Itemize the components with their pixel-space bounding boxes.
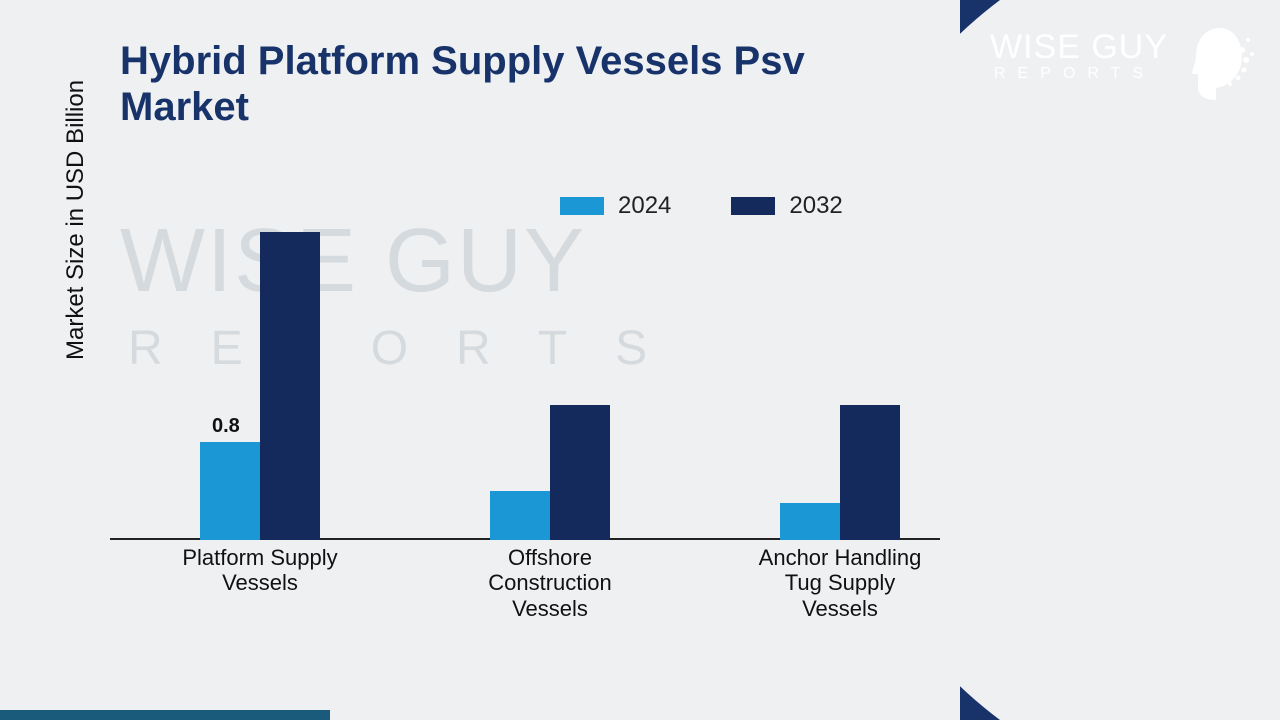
legend-swatch-2032 <box>731 197 775 215</box>
legend: 2024 2032 <box>560 192 843 220</box>
y-axis-label: Market Size in USD Billion <box>62 80 90 360</box>
legend-item-2024: 2024 <box>560 192 671 220</box>
bar-series_2024 <box>490 491 550 540</box>
bar-series_2032 <box>840 405 900 540</box>
bar-group: 0.8 <box>200 232 320 540</box>
brand-head-icon <box>1186 24 1256 104</box>
bar-group <box>490 405 610 540</box>
legend-label-2024: 2024 <box>618 192 671 220</box>
plot-area: 0.8 <box>110 220 940 540</box>
chart-title: Hybrid Platform Supply Vessels Psv Marke… <box>120 38 900 130</box>
legend-label-2032: 2032 <box>789 192 842 220</box>
bar-group <box>780 405 900 540</box>
bar-series_2024 <box>780 503 840 540</box>
bar-series_2032 <box>260 232 320 540</box>
bar-series_2024 <box>200 442 260 540</box>
legend-swatch-2024 <box>560 197 604 215</box>
bar-series_2032 <box>550 405 610 540</box>
category-label: Anchor Handling Tug Supply Vessels <box>750 545 930 621</box>
chart-stage: WISE GUY REPORTS WISE GUY REPORTS Hybrid… <box>0 0 1280 720</box>
right-brand-band <box>960 0 1280 720</box>
bar-value-label: 0.8 <box>212 415 240 438</box>
category-label: Platform Supply Vessels <box>170 545 350 596</box>
accent-bar <box>0 710 330 720</box>
category-label: Offshore Construction Vessels <box>460 545 640 621</box>
brand-logo: WISE GUY REPORTS <box>990 28 1250 83</box>
legend-item-2032: 2032 <box>731 192 842 220</box>
